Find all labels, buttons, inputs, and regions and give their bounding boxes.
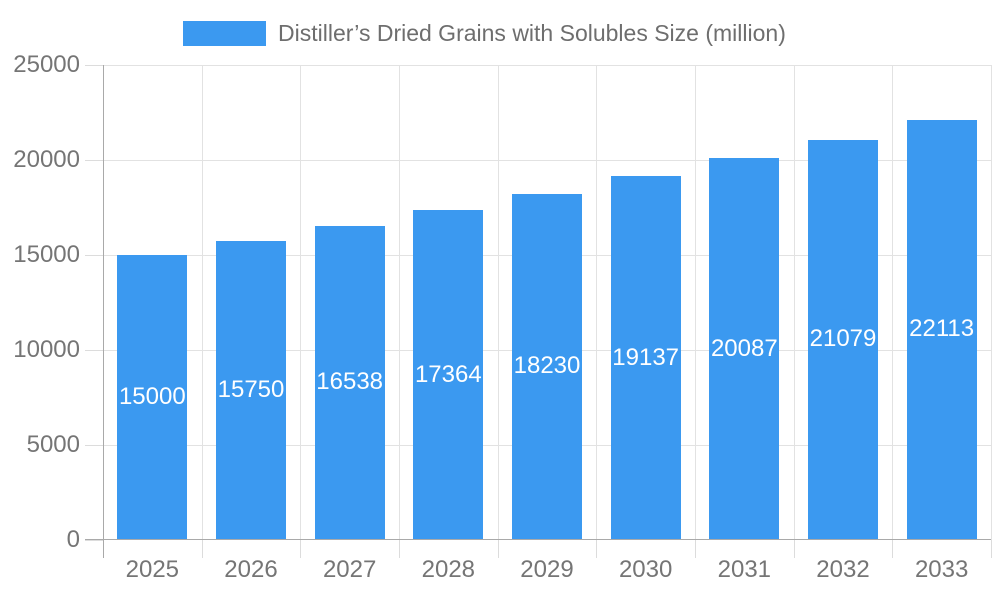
x-axis-tick-mark [497, 540, 499, 558]
x-axis-tick-mark [793, 540, 795, 558]
gridline-vertical [991, 65, 992, 540]
y-axis-line [103, 65, 104, 558]
bar-2031[interactable]: 20087 [709, 158, 780, 539]
y-axis-tick-mark [85, 445, 103, 446]
y-axis-tick-mark [85, 540, 103, 541]
x-axis-tick-mark [596, 540, 598, 558]
bar-value-label: 16538 [316, 368, 384, 396]
bar-2026[interactable]: 15750 [216, 240, 286, 539]
bar-value-label: 15000 [118, 383, 186, 410]
x-axis-tick-label: 2031 [717, 556, 772, 583]
x-axis-tick-label: 2033 [914, 556, 969, 583]
y-axis-tick-label: 0 [66, 526, 80, 553]
bar-value-label: 15750 [217, 375, 285, 403]
y-axis-tick-label: 10000 [13, 336, 80, 363]
gridline-horizontal [103, 160, 991, 161]
bar-2030[interactable]: 19137 [610, 176, 681, 539]
legend-item[interactable]: Distiller’s Dried Grains with Solubles S… [183, 20, 786, 47]
bar-value-label: 20087 [710, 334, 778, 362]
y-axis-tick-mark [85, 255, 103, 256]
y-axis-tick-mark [85, 160, 103, 161]
bar-2029[interactable]: 18230 [512, 193, 582, 539]
gridline-vertical [596, 65, 598, 540]
chart-title: Distiller’s Dried Grains with Solubles S… [278, 20, 786, 46]
gridline-vertical [201, 65, 203, 540]
gridline-vertical [399, 65, 400, 540]
x-axis-tick-mark [300, 540, 302, 558]
x-axis-tick-label: 2029 [520, 556, 574, 583]
bar-value-label: 19137 [612, 343, 680, 371]
x-axis-tick-label: 2032 [816, 556, 870, 583]
x-axis-tick-mark [201, 540, 203, 558]
y-axis-tick-label: 15000 [13, 241, 80, 268]
x-axis-tick-label: 2028 [421, 556, 476, 583]
bar-2032[interactable]: 21079 [808, 139, 878, 539]
y-axis-tick-mark [85, 65, 103, 66]
bar-2027[interactable]: 16538 [314, 225, 385, 539]
x-axis-tick-mark [892, 540, 894, 558]
x-axis-tick-label: 2027 [322, 556, 377, 583]
y-axis-tick-label: 25000 [13, 51, 80, 78]
bar-2028[interactable]: 17364 [413, 210, 484, 539]
bar-value-label: 17364 [414, 360, 482, 388]
x-axis-tick-label: 2030 [618, 556, 673, 583]
bar-2025[interactable]: 15000 [117, 255, 188, 539]
gridline-horizontal [103, 65, 991, 66]
bar-value-label: 18230 [513, 352, 581, 380]
y-axis-tick-label: 20000 [13, 146, 80, 173]
x-axis-tick-label: 2026 [224, 556, 278, 583]
gridline-vertical [793, 65, 795, 540]
legend-swatch-icon [183, 21, 266, 46]
x-axis-tick-mark [695, 540, 696, 558]
bar-value-label: 21079 [809, 325, 877, 353]
bar-2033[interactable]: 22113 [906, 119, 977, 539]
x-axis-tick-label: 2025 [125, 556, 180, 583]
legend: Distiller’s Dried Grains with Solubles S… [183, 20, 786, 47]
x-axis-tick-mark [399, 540, 400, 558]
y-axis-tick-mark [85, 350, 103, 351]
x-axis-line [85, 539, 991, 540]
gridline-vertical [497, 65, 499, 540]
y-axis-tick-label: 5000 [26, 431, 80, 458]
bar-value-label: 22113 [909, 315, 975, 343]
gridline-vertical [300, 65, 302, 540]
gridline-vertical [892, 65, 894, 540]
plot-area: 0 5000 10000 15000 20000 25000 2025 15000 2026 15… [13, 51, 992, 583]
x-axis-tick-mark [991, 540, 992, 558]
gridline-vertical [695, 65, 696, 540]
